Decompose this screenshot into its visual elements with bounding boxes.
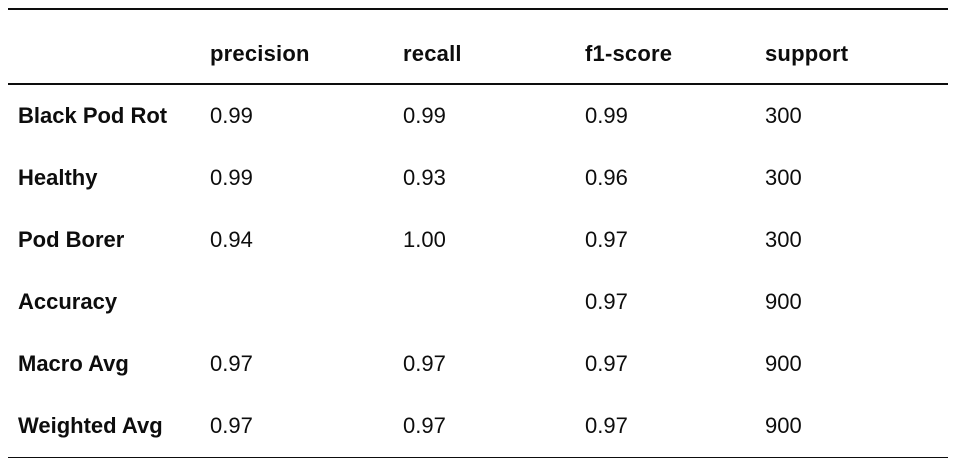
cell-support: 900 — [765, 413, 802, 438]
cell-recall: 0.93 — [403, 165, 446, 190]
cell-precision: 0.99 — [210, 165, 253, 190]
column-header-empty — [8, 9, 210, 85]
row-label: Macro Avg — [18, 351, 129, 376]
cell-f1-score: 0.97 — [585, 351, 628, 376]
cell-precision: 0.97 — [210, 413, 253, 438]
column-header-recall: recall — [403, 9, 585, 85]
column-header-f1-score: f1-score — [585, 9, 765, 85]
table-row-macro-avg: Macro Avg 0.97 0.97 0.97 900 — [8, 333, 948, 395]
column-header-precision: precision — [210, 9, 403, 85]
cell-support: 900 — [765, 351, 802, 376]
table-header-row: precision recall f1-score support — [8, 9, 948, 85]
cell-support: 900 — [765, 289, 802, 314]
cell-f1-score: 0.97 — [585, 413, 628, 438]
row-label: Accuracy — [18, 289, 118, 314]
classification-report-table: precision recall f1-score support Black … — [8, 8, 948, 458]
table-row-accuracy: Accuracy 0.97 900 — [8, 271, 948, 333]
cell-precision: 0.97 — [210, 351, 253, 376]
cell-f1-score: 0.97 — [585, 289, 628, 314]
cell-f1-score: 0.97 — [585, 227, 628, 252]
cell-f1-score: 0.96 — [585, 165, 628, 190]
cell-support: 300 — [765, 165, 802, 190]
cell-recall — [403, 271, 585, 333]
cell-precision — [210, 271, 403, 333]
cell-recall: 1.00 — [403, 227, 446, 252]
cell-recall: 0.97 — [403, 413, 446, 438]
row-label: Healthy — [18, 165, 98, 190]
cell-f1-score: 0.99 — [585, 103, 628, 128]
cell-precision: 0.94 — [210, 227, 253, 252]
cell-recall: 0.97 — [403, 351, 446, 376]
row-label: Pod Borer — [18, 227, 125, 252]
table-row-weighted-avg: Weighted Avg 0.97 0.97 0.97 900 — [8, 395, 948, 458]
row-label: Weighted Avg — [18, 413, 163, 438]
table-row-healthy: Healthy 0.99 0.93 0.96 300 — [8, 147, 948, 209]
cell-support: 300 — [765, 103, 802, 128]
cell-precision: 0.99 — [210, 103, 253, 128]
table-row-pod-borer: Pod Borer 0.94 1.00 0.97 300 — [8, 209, 948, 271]
row-label: Black Pod Rot — [18, 103, 168, 128]
cell-recall: 0.99 — [403, 103, 446, 128]
cell-support: 300 — [765, 227, 802, 252]
table-row-black-pod-rot: Black Pod Rot 0.99 0.99 0.99 300 — [8, 84, 948, 147]
column-header-support: support — [765, 9, 948, 85]
